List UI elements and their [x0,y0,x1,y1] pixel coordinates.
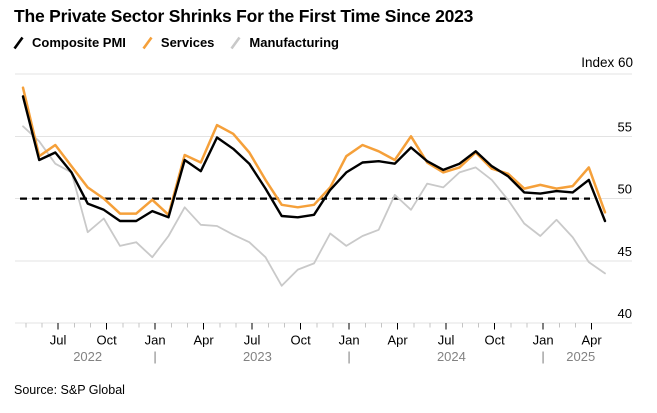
x-tick-label: Apr [193,333,214,348]
y-tick-label-40: 40 [618,306,632,321]
legend-item-composite: Composite PMI [13,35,126,50]
x-tick-label: Jul [438,333,455,348]
year-separator: | [153,349,156,364]
x-tick-label: Jan [339,333,360,348]
year-separator: | [541,349,544,364]
y-tick-label-55: 55 [618,119,632,134]
legend-label-manufacturing: Manufacturing [249,35,339,50]
series-line-composite-pmi [21,95,607,223]
x-tick-label: Jan [145,333,166,348]
y-tick-label-50: 50 [618,182,632,197]
y-axis-top-label: Index 60 [581,55,633,70]
x-tick-label: Apr [581,333,602,348]
composite-slash-icon [13,36,24,49]
year-separator: | [347,349,350,364]
legend-label-services: Services [160,35,215,50]
x-tick-label: Oct [290,333,311,348]
y-tick-label-45: 45 [618,244,632,259]
year-label-2024: 2024 [437,349,466,364]
x-tick-label: Jul [50,333,67,348]
source-note: Source: S&P Global [14,383,125,397]
x-tick-label: Oct [96,333,117,348]
year-label-2025: 2025 [566,349,595,364]
chart-title: The Private Sector Shrinks For the First… [14,6,474,26]
legend: Composite PMI Services Manufacturing [13,35,339,50]
series-line-manufacturing [22,125,606,287]
legend-item-manufacturing: Manufacturing [230,35,339,50]
x-tick-label: Oct [484,333,505,348]
legend-item-services: Services [142,35,215,50]
x-tick-label: Apr [387,333,408,348]
year-label-2022: 2022 [73,349,102,364]
services-slash-icon [142,36,153,49]
year-label-2023: 2023 [243,349,272,364]
series-line-services [21,86,607,217]
legend-label-composite: Composite PMI [32,35,126,50]
manufacturing-slash-icon [230,36,241,49]
x-tick-label: Jul [244,333,261,348]
x-tick-label: Jan [533,333,554,348]
